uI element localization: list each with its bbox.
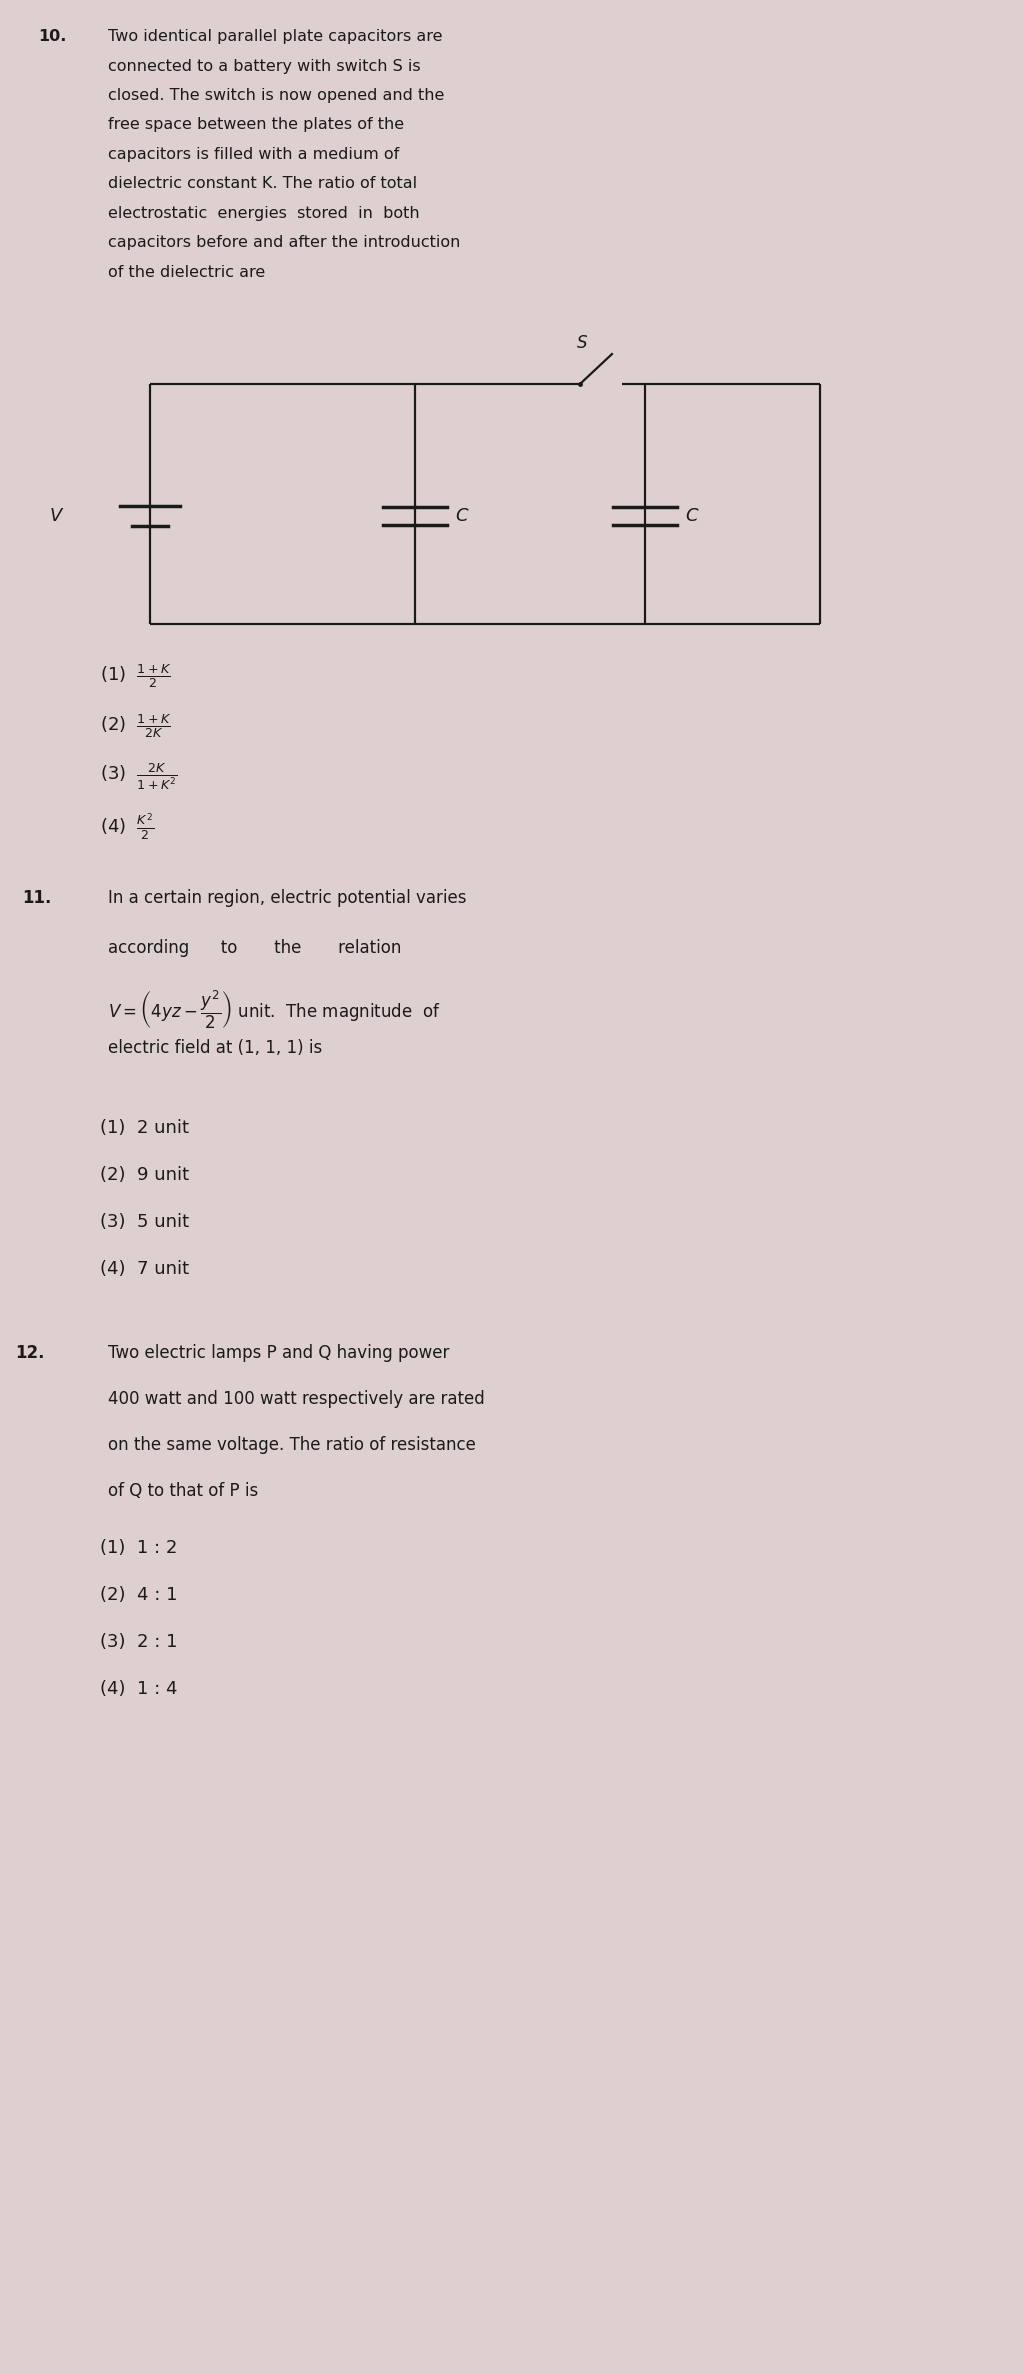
Text: (4)  $\frac{K^2}{2}$: (4) $\frac{K^2}{2}$ [100,812,154,843]
Text: (3)  2 : 1: (3) 2 : 1 [100,1633,177,1650]
Text: (2)  $\frac{1+K}{2K}$: (2) $\frac{1+K}{2K}$ [100,712,172,741]
Text: (1)  $\frac{1+K}{2}$: (1) $\frac{1+K}{2}$ [100,662,172,691]
Text: (3)  $\frac{2K}{1+K^2}$: (3) $\frac{2K}{1+K^2}$ [100,762,177,793]
Text: of Q to that of P is: of Q to that of P is [108,1481,258,1500]
Text: S: S [577,335,587,351]
Text: free space between the plates of the: free space between the plates of the [108,116,404,133]
Text: of the dielectric are: of the dielectric are [108,266,265,280]
Text: capacitors before and after the introduction: capacitors before and after the introduc… [108,235,461,252]
Text: electric field at (1, 1, 1) is: electric field at (1, 1, 1) is [108,1040,323,1056]
Text: Two electric lamps P and Q having power: Two electric lamps P and Q having power [108,1344,450,1363]
Text: 11.: 11. [22,888,51,907]
Text: 10.: 10. [38,28,67,45]
Text: connected to a battery with switch S is: connected to a battery with switch S is [108,59,421,74]
Text: 400 watt and 100 watt respectively are rated: 400 watt and 100 watt respectively are r… [108,1391,484,1408]
Text: according      to       the       relation: according to the relation [108,940,401,957]
Text: C: C [455,508,468,525]
Text: (4)  7 unit: (4) 7 unit [100,1261,189,1277]
Text: (2)  9 unit: (2) 9 unit [100,1166,189,1185]
Text: (4)  1 : 4: (4) 1 : 4 [100,1681,177,1697]
Text: capacitors is filled with a medium of: capacitors is filled with a medium of [108,147,399,161]
Text: Two identical parallel plate capacitors are: Two identical parallel plate capacitors … [108,28,442,45]
Text: In a certain region, electric potential varies: In a certain region, electric potential … [108,888,467,907]
Text: (1)  1 : 2: (1) 1 : 2 [100,1538,177,1557]
Text: dielectric constant K. The ratio of total: dielectric constant K. The ratio of tota… [108,176,417,192]
Text: 12.: 12. [15,1344,44,1363]
Text: (2)  4 : 1: (2) 4 : 1 [100,1586,177,1605]
Text: V: V [50,508,62,525]
Text: $V = \left(4yz - \dfrac{y^2}{2}\right)$ unit.  The magnitude  of: $V = \left(4yz - \dfrac{y^2}{2}\right)$ … [108,990,440,1030]
Text: electrostatic  energies  stored  in  both: electrostatic energies stored in both [108,207,420,221]
Text: C: C [685,508,697,525]
Text: closed. The switch is now opened and the: closed. The switch is now opened and the [108,88,444,102]
Text: (1)  2 unit: (1) 2 unit [100,1118,189,1137]
Text: (3)  5 unit: (3) 5 unit [100,1213,189,1232]
Text: on the same voltage. The ratio of resistance: on the same voltage. The ratio of resist… [108,1436,476,1453]
